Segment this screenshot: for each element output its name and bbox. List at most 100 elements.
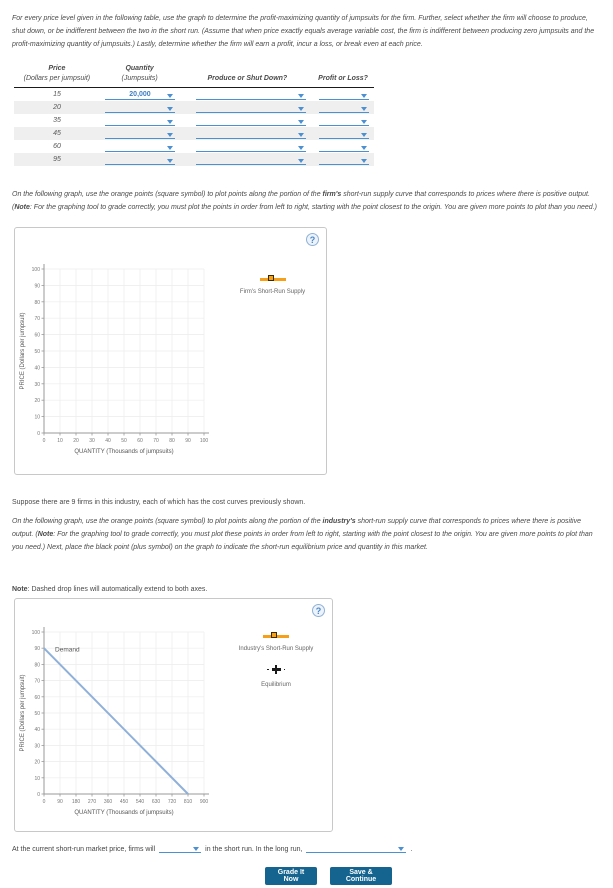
legend-label: Equilibrium xyxy=(261,682,291,688)
quantity-dropdown[interactable] xyxy=(105,155,175,165)
dropdown-arrow-icon xyxy=(298,93,304,98)
svg-text:0: 0 xyxy=(43,799,46,805)
table-header-row: Price (Dollars per jumpsuit) Quantity (J… xyxy=(14,64,374,88)
produce-dropdown[interactable] xyxy=(196,90,306,100)
quantity-dropdown[interactable] xyxy=(105,129,175,139)
svg-text:80: 80 xyxy=(34,300,40,306)
svg-text:100: 100 xyxy=(32,267,41,273)
dropdown-arrow-icon xyxy=(167,119,173,124)
dropdown-arrow-icon xyxy=(298,158,304,163)
svg-text:20: 20 xyxy=(34,760,40,766)
profit-dropdown[interactable] xyxy=(319,155,369,165)
produce-dropdown[interactable] xyxy=(196,116,306,126)
quantity-dropdown[interactable] xyxy=(105,142,175,152)
svg-text:30: 30 xyxy=(89,438,95,444)
svg-text:90: 90 xyxy=(34,283,40,289)
col-header-price: Price (Dollars per jumpsuit) xyxy=(23,65,91,82)
price-row: 15 20,000 xyxy=(14,88,374,101)
svg-text:50: 50 xyxy=(34,711,40,717)
dropdown-arrow-icon xyxy=(361,132,367,137)
price-row: 95 xyxy=(14,153,374,166)
black-plus-point[interactable] xyxy=(267,665,285,674)
svg-text:90: 90 xyxy=(185,438,191,444)
dropdown-arrow-icon xyxy=(167,158,173,163)
intro-paragraph: For every price level given in the follo… xyxy=(12,15,595,48)
dropdown-arrow-icon xyxy=(361,119,367,124)
orange-square-point[interactable] xyxy=(259,274,286,281)
svg-text:90: 90 xyxy=(57,799,63,805)
profit-dropdown[interactable] xyxy=(319,142,369,152)
produce-dropdown[interactable] xyxy=(196,155,306,165)
orange-square-point[interactable] xyxy=(263,631,289,638)
dash-dot-icon xyxy=(267,668,269,671)
produce-dropdown[interactable] xyxy=(196,142,306,152)
dropdown-arrow-icon xyxy=(167,106,173,111)
industry-graph-panel: ? 0 90 180 270 360 450 540 630 720 810 900 0 10 20 30 4… xyxy=(14,598,333,832)
svg-text:50: 50 xyxy=(121,438,127,444)
svg-text:720: 720 xyxy=(168,799,177,805)
grade-it-now-button[interactable]: Grade It Now xyxy=(265,867,317,885)
closing-text: At the current short-run market price, f… xyxy=(12,846,156,853)
dropdown-arrow-icon xyxy=(298,106,304,111)
industry-graph[interactable]: 0 90 180 270 360 450 540 630 720 810 900 0 10 20 30 40 5… xyxy=(15,611,325,823)
svg-text:20: 20 xyxy=(34,398,40,404)
save-continue-button[interactable]: Save & Continue xyxy=(330,867,392,885)
svg-text:QUANTITY (Thousands of jumpsui: QUANTITY (Thousands of jumpsuits) xyxy=(74,449,173,455)
firm-graph-instructions: On the following graph, use the orange p… xyxy=(12,191,597,211)
profit-dropdown[interactable] xyxy=(319,129,369,139)
svg-text:0: 0 xyxy=(37,792,40,798)
dropdown-arrow-icon xyxy=(193,847,200,851)
long-run-dropdown[interactable] xyxy=(306,843,407,853)
svg-text:360: 360 xyxy=(104,799,113,805)
profit-dropdown[interactable] xyxy=(319,90,369,100)
svg-text:60: 60 xyxy=(34,695,40,701)
dropdown-arrow-icon xyxy=(167,145,173,150)
help-icon[interactable]: ? xyxy=(312,604,325,617)
legend-label: Industry's Short-Run Supply xyxy=(238,646,314,652)
firm-supply-graph[interactable]: 0 10 20 30 40 50 60 70 80 90 100 0 10 20 30 40 50 60 70 80 9… xyxy=(15,258,325,470)
col-header-profit: Profit or Loss? xyxy=(318,75,368,82)
price-value: 95 xyxy=(53,156,61,163)
price-value: 45 xyxy=(53,130,61,137)
svg-text:PRICE (Dollars per jumpsuit): PRICE (Dollars per jumpsuit) xyxy=(20,312,26,389)
produce-dropdown[interactable] xyxy=(196,103,306,113)
svg-text:QUANTITY (Thousands of jumpsui: QUANTITY (Thousands of jumpsuits) xyxy=(74,810,173,816)
svg-text:900: 900 xyxy=(200,799,209,805)
profit-dropdown[interactable] xyxy=(319,103,369,113)
dropdown-arrow-icon xyxy=(361,106,367,111)
short-run-dropdown[interactable] xyxy=(159,843,202,853)
industry-graph-instructions: On the following graph, use the orange p… xyxy=(12,518,593,551)
svg-text:30: 30 xyxy=(34,743,40,749)
help-icon[interactable]: ? xyxy=(306,233,319,246)
svg-text:Demand: Demand xyxy=(55,646,80,653)
dropdown-arrow-icon xyxy=(167,93,173,98)
price-value: 60 xyxy=(53,143,61,150)
svg-text:40: 40 xyxy=(34,727,40,733)
svg-text:60: 60 xyxy=(34,333,40,339)
quantity-dropdown[interactable] xyxy=(105,116,175,126)
svg-text:50: 50 xyxy=(34,349,40,355)
svg-text:0: 0 xyxy=(43,438,46,444)
svg-text:70: 70 xyxy=(34,316,40,322)
svg-text:10: 10 xyxy=(34,415,40,421)
svg-text:180: 180 xyxy=(72,799,81,805)
svg-text:PRICE (Dollars per jumpsuit): PRICE (Dollars per jumpsuit) xyxy=(20,674,26,751)
firm-graph-panel: ? 0 10 20 30 40 50 60 70 80 90 100 0 10 20 30 40 50 60 70 8… xyxy=(14,227,327,475)
dropdown-arrow-icon xyxy=(361,93,367,98)
svg-text:80: 80 xyxy=(34,662,40,668)
svg-text:70: 70 xyxy=(153,438,159,444)
profit-dropdown[interactable] xyxy=(319,116,369,126)
quantity-dropdown[interactable]: 20,000 xyxy=(105,90,175,100)
svg-text:100: 100 xyxy=(32,630,41,636)
quantity-dropdown[interactable] xyxy=(105,103,175,113)
dropdown-arrow-icon xyxy=(398,847,405,851)
dropdown-arrow-icon xyxy=(298,145,304,150)
svg-text:270: 270 xyxy=(88,799,97,805)
firm-supply-legend: Firm's Short-Run Supply xyxy=(220,274,325,295)
svg-text:70: 70 xyxy=(34,679,40,685)
produce-dropdown[interactable] xyxy=(196,129,306,139)
svg-text:630: 630 xyxy=(152,799,161,805)
price-value: 35 xyxy=(53,117,61,124)
dropdown-arrow-icon xyxy=(361,158,367,163)
price-value: 20 xyxy=(53,104,61,111)
